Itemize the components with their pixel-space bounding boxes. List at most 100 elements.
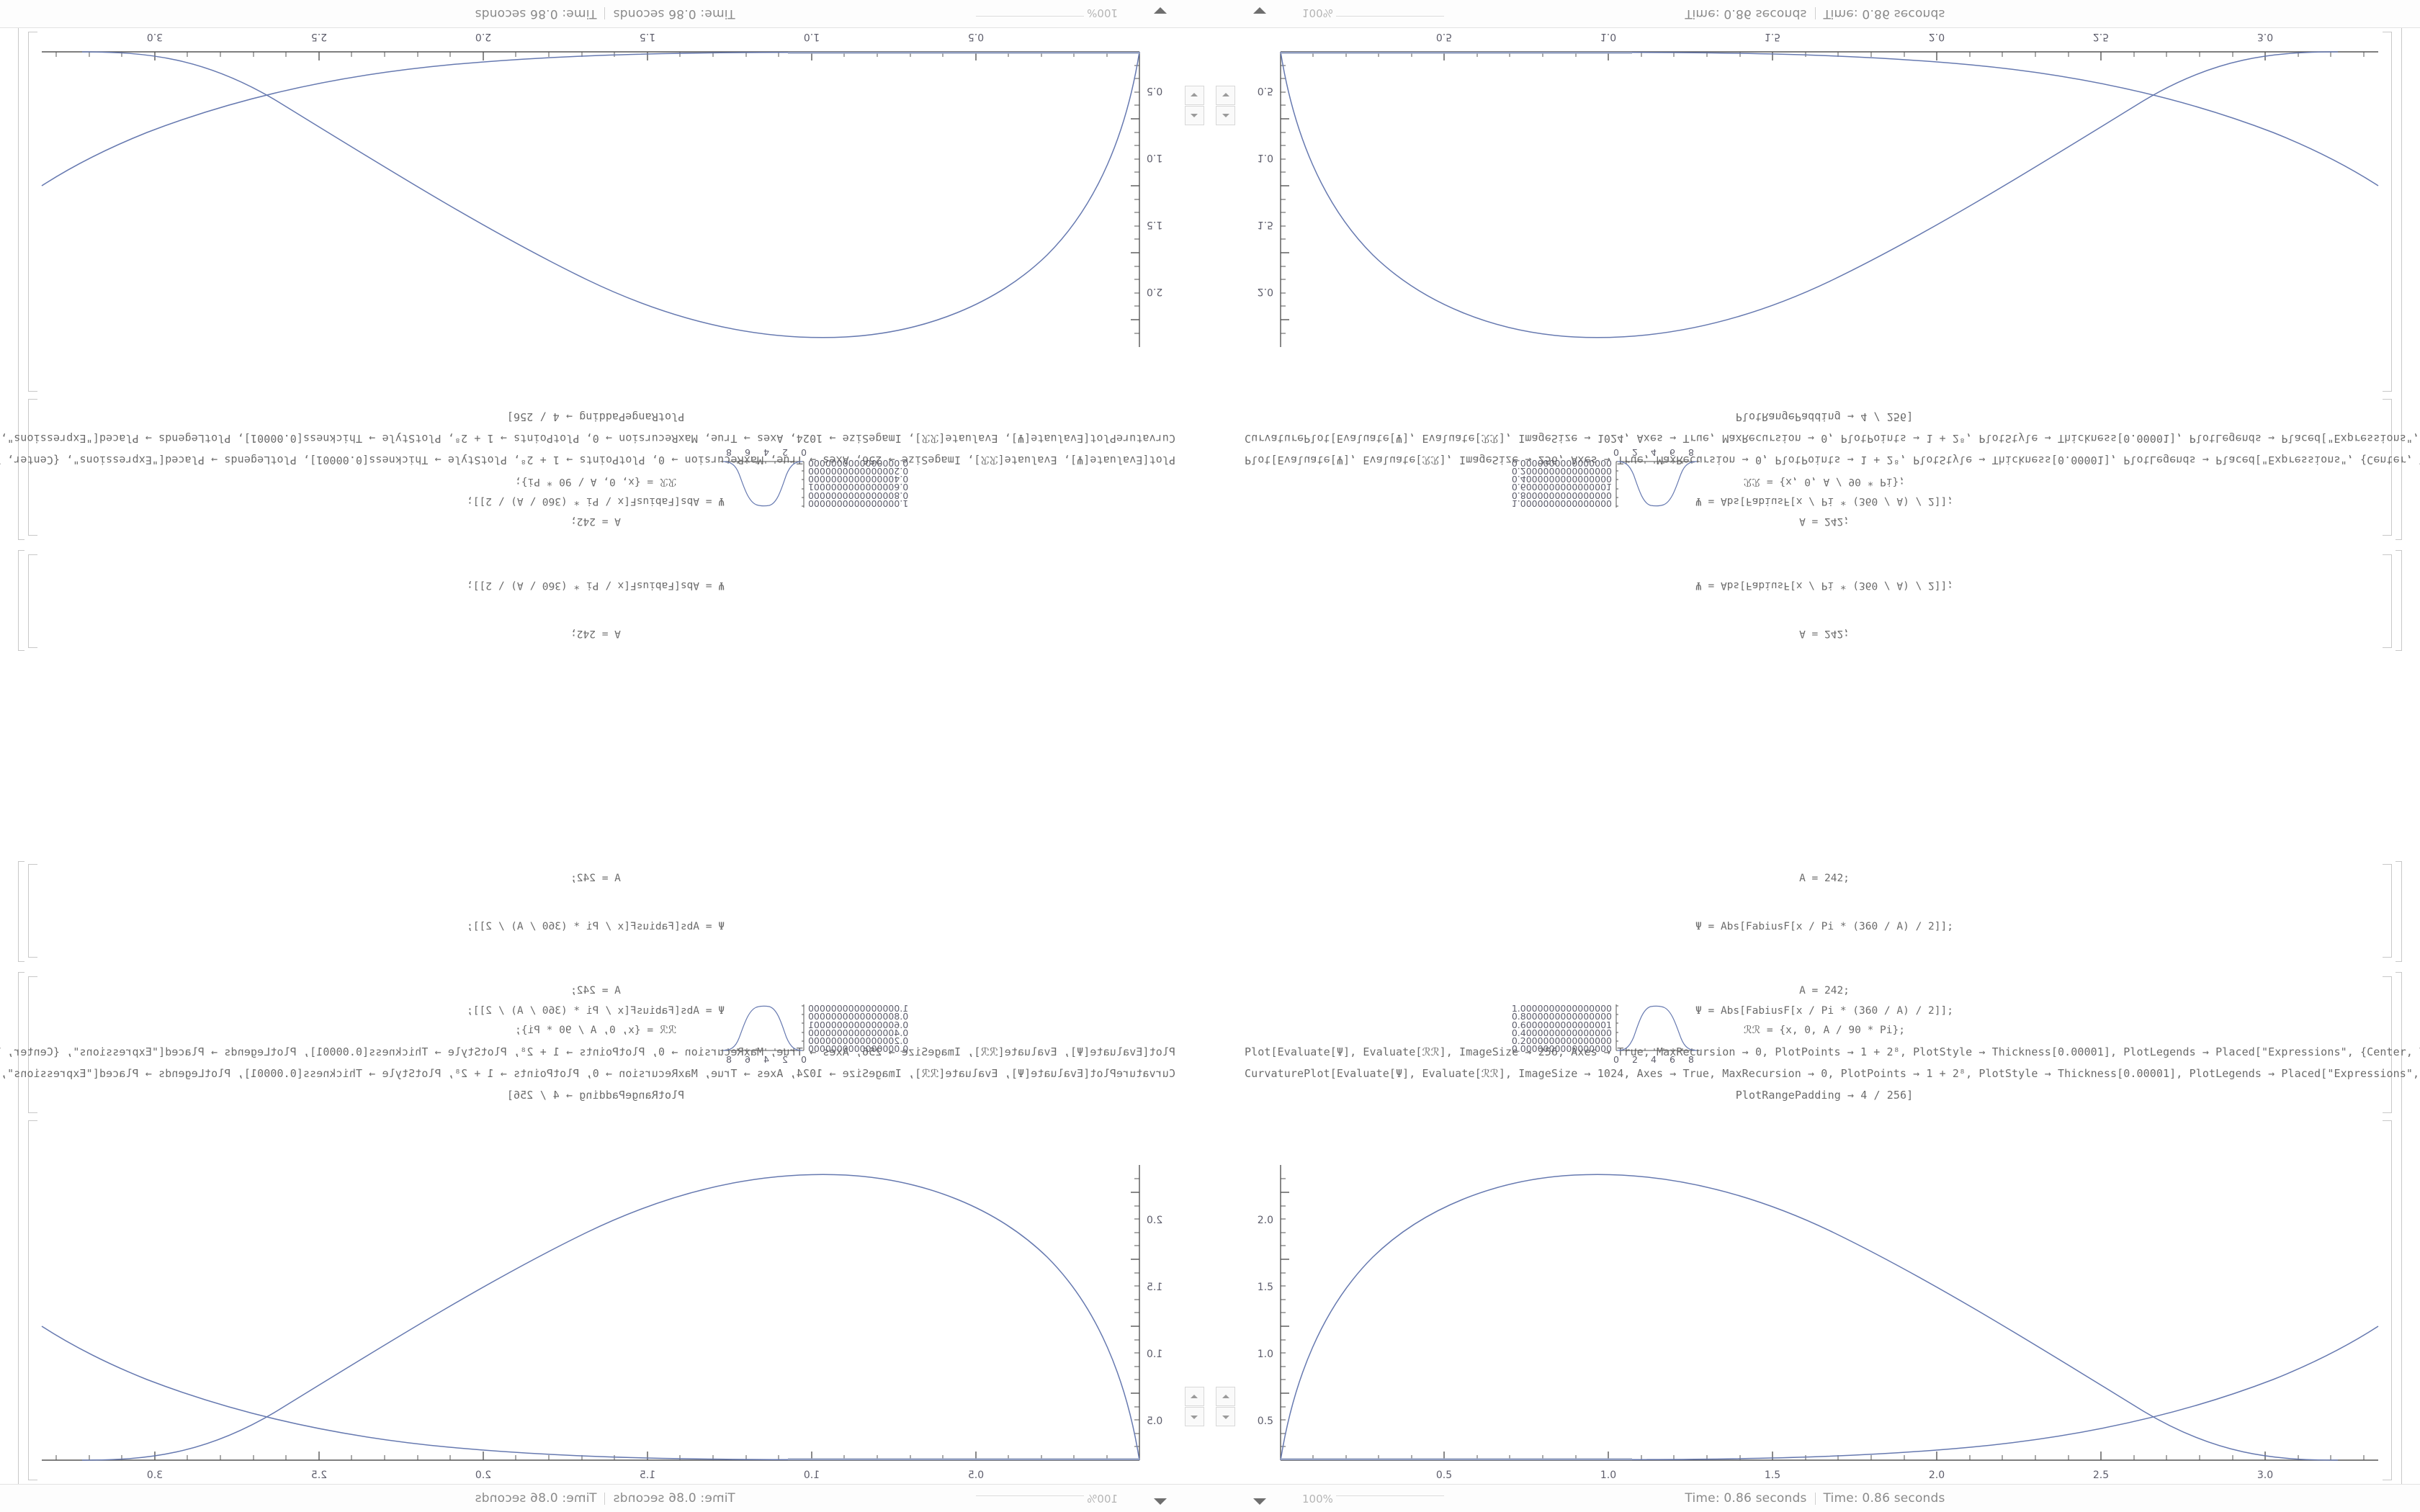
code-fragment-upper[interactable]: A = 242; Ψ = Abs[FabiusF[x / Pi * (360 /… bbox=[16, 864, 1175, 941]
inset-xtick: 2 bbox=[782, 447, 788, 458]
status-time-left: Time: 0.86 seconds bbox=[613, 6, 735, 21]
code-line: Ψ = Abs[FabiusF[x / Pi * (360 / A) / 2]]… bbox=[467, 920, 725, 932]
notebook-panel: A = 242; Ψ = Abs[FabiusF[x / Pi * (360 /… bbox=[0, 0, 1210, 756]
cell-bracket-output[interactable] bbox=[2383, 32, 2392, 392]
inset-y-tick-labels: 1.0000000000000000 0.8000000000000000 0.… bbox=[1511, 458, 1612, 509]
inset-curve-svg bbox=[720, 461, 805, 508]
main-plot-svg bbox=[1280, 1165, 2379, 1461]
inset-xtick: 8 bbox=[1688, 1054, 1694, 1065]
scroll-buttons[interactable] bbox=[1216, 1387, 1235, 1427]
main-xtick: 3.0 bbox=[2257, 1470, 2274, 1481]
code-line-curvatureplot: CurvaturePlot[Evaluate[Ψ], Evaluate[ℛℛ],… bbox=[1245, 1066, 2420, 1080]
quadrant-top-left: A = 242; Ψ = Abs[FabiusF[x / Pi * (360 /… bbox=[0, 0, 1210, 756]
inset-xtick: 6 bbox=[1670, 1054, 1675, 1065]
code-line-padding: PlotRangePadding → 4 / 256] bbox=[506, 1088, 685, 1102]
scroll-up-arrow-icon bbox=[1191, 1394, 1198, 1398]
code-line-A: A = 242; bbox=[1799, 985, 1850, 996]
zoom-divider bbox=[976, 1495, 1084, 1496]
status-time-right: Time: 0.86 seconds bbox=[475, 6, 597, 21]
zoom-control[interactable]: 100% bbox=[976, 1, 1210, 26]
scroll-down-button[interactable] bbox=[1216, 86, 1235, 105]
main-ytick: 1.0 bbox=[1257, 1349, 1273, 1360]
code-block[interactable]: A = 242; Ψ = Abs[FabiusF[x / Pi * (360 /… bbox=[1245, 976, 2420, 1112]
scroll-buttons[interactable] bbox=[1216, 85, 1235, 125]
status-bar: Time: 0.86 seconds Time: 0.86 seconds bbox=[1210, 0, 2420, 28]
scroll-buttons[interactable] bbox=[1185, 85, 1204, 125]
main-plot-svg bbox=[41, 51, 1140, 347]
inset-plot-frame bbox=[719, 1004, 805, 1053]
chevron-down-icon[interactable] bbox=[1253, 1498, 1266, 1505]
code-line: A = 242; bbox=[570, 873, 621, 884]
code-line-A: A = 242; bbox=[1799, 516, 1850, 527]
inset-ytick: 0.2000000000000000 bbox=[1511, 1035, 1612, 1047]
code-line: Ψ = Abs[FabiusF[x / Pi * (360 / A) / 2]]… bbox=[1695, 920, 1953, 932]
main-xtick: 2.0 bbox=[1928, 1470, 1945, 1481]
zoom-control[interactable]: 100% bbox=[1210, 1486, 1444, 1511]
cell-bracket-output[interactable] bbox=[28, 1120, 37, 1480]
code-line-psi: Ψ = Abs[FabiusF[x / Pi * (360 / A) / 2]]… bbox=[1695, 495, 1953, 508]
main-plot: 0.5 1.0 1.5 2.0 0.5 1.0 1.5 2.0 2.5 3.0 bbox=[39, 27, 1191, 348]
inset-curve-svg bbox=[1615, 1004, 1700, 1051]
code-spacer bbox=[1245, 894, 2404, 912]
scroll-down-button[interactable] bbox=[1185, 86, 1204, 105]
code-block[interactable]: A = 242; Ψ = Abs[FabiusF[x / Pi * (360 /… bbox=[0, 401, 1175, 536]
chevron-down-icon[interactable] bbox=[1253, 7, 1266, 14]
zoom-control[interactable]: 100% bbox=[976, 1486, 1210, 1511]
code-block[interactable]: A = 242; Ψ = Abs[FabiusF[x / Pi * (360 /… bbox=[0, 976, 1175, 1112]
code-line-range: ℛℛ = {x, 0, A / 90 * Pi}; bbox=[1744, 1025, 1905, 1036]
inset-ytick: 0.0000000000000000 bbox=[808, 1043, 909, 1055]
chevron-down-icon[interactable] bbox=[1154, 1498, 1167, 1505]
cell-bracket-input[interactable] bbox=[2383, 976, 2392, 1113]
chevron-down-icon[interactable] bbox=[1154, 7, 1167, 14]
code-line-range: ℛℛ = {x, 0, A / 90 * Pi}; bbox=[1744, 476, 1905, 487]
cell-bracket-upper[interactable] bbox=[2383, 864, 2392, 958]
inset-ytick: 0.8000000000000000 bbox=[1511, 490, 1612, 501]
inset-plot: 1.0000000000000000 0.8000000000000000 0.… bbox=[1512, 447, 1743, 509]
status-separator bbox=[1814, 1492, 1816, 1505]
status-time-right: Time: 0.86 seconds bbox=[1823, 1491, 1945, 1506]
scroll-down-button[interactable] bbox=[1216, 1407, 1235, 1426]
code-block[interactable]: A = 242; Ψ = Abs[FabiusF[x / Pi * (360 /… bbox=[1245, 401, 2420, 536]
code-spacer bbox=[1245, 600, 2404, 619]
status-time-left: Time: 0.86 seconds bbox=[613, 1491, 735, 1506]
notebook-panel: A = 242; Ψ = Abs[FabiusF[x / Pi * (360 /… bbox=[1210, 0, 2420, 756]
main-plot: 0.5 1.0 1.5 2.0 0.5 1.0 1.5 2.0 2.5 3.0 bbox=[1229, 1164, 2381, 1485]
quadrant-top-right: A = 242; Ψ = Abs[FabiusF[x / Pi * (360 /… bbox=[1210, 0, 2420, 756]
zoom-level-label: 100% bbox=[1087, 6, 1118, 19]
scroll-buttons[interactable] bbox=[1185, 1387, 1204, 1427]
scroll-up-button[interactable] bbox=[1216, 106, 1235, 125]
scroll-up-button[interactable] bbox=[1185, 106, 1204, 125]
inset-xtick: 6 bbox=[745, 447, 750, 458]
status-bar: Time: 0.86 seconds Time: 0.86 seconds bbox=[1210, 1484, 2420, 1512]
scroll-down-arrow-icon bbox=[1191, 93, 1198, 97]
main-xtick: 1.5 bbox=[1764, 1470, 1781, 1481]
zoom-control[interactable]: 100% bbox=[1210, 1, 1444, 26]
inset-xtick: 8 bbox=[1688, 447, 1694, 458]
inset-xtick: 0 bbox=[801, 1054, 807, 1065]
main-ytick: 0.5 bbox=[1257, 1416, 1273, 1427]
quadrant-bottom-right: A = 242; Ψ = Abs[FabiusF[x / Pi * (360 /… bbox=[1210, 756, 2420, 1512]
main-xtick: 1.0 bbox=[1600, 1470, 1617, 1481]
status-time-left: Time: 0.86 seconds bbox=[1685, 1491, 1807, 1506]
code-fragment-upper[interactable]: A = 242; Ψ = Abs[FabiusF[x / Pi * (360 /… bbox=[16, 571, 1175, 648]
code-fragment-upper[interactable]: A = 242; Ψ = Abs[FabiusF[x / Pi * (360 /… bbox=[1245, 571, 2404, 648]
scroll-down-arrow-icon bbox=[1222, 1415, 1229, 1419]
code-spacer bbox=[16, 600, 1175, 619]
code-fragment-upper[interactable]: A = 242; Ψ = Abs[FabiusF[x / Pi * (360 /… bbox=[1245, 864, 2404, 941]
main-ytick: 1.5 bbox=[1257, 1282, 1273, 1293]
code-line: A = 242; bbox=[1799, 873, 1850, 884]
code-line-padding: PlotRangePadding → 4 / 256] bbox=[1735, 1088, 1914, 1102]
scroll-up-button[interactable] bbox=[1216, 1387, 1235, 1406]
inset-ytick: 0.8000000000000000 bbox=[808, 490, 909, 501]
scroll-up-button[interactable] bbox=[1185, 1387, 1204, 1406]
cell-bracket-upper-outer[interactable] bbox=[2396, 861, 2402, 962]
inset-xtick: 0 bbox=[801, 447, 807, 458]
cell-bracket-output[interactable] bbox=[28, 32, 37, 392]
scroll-down-button[interactable] bbox=[1185, 1407, 1204, 1426]
inset-xtick: 0 bbox=[1613, 1054, 1619, 1065]
code-line-range: ℛℛ = {x, 0, A / 90 * Pi}; bbox=[515, 1025, 676, 1036]
code-line-plot: Plot[Evaluate[Ψ], Evaluate[ℛℛ], ImageSiz… bbox=[0, 454, 1175, 467]
inset-xtick: 8 bbox=[726, 1054, 732, 1065]
inset-plot: 1.0000000000000000 0.8000000000000000 0.… bbox=[1512, 1004, 1743, 1065]
cell-bracket-output[interactable] bbox=[2383, 1120, 2392, 1480]
